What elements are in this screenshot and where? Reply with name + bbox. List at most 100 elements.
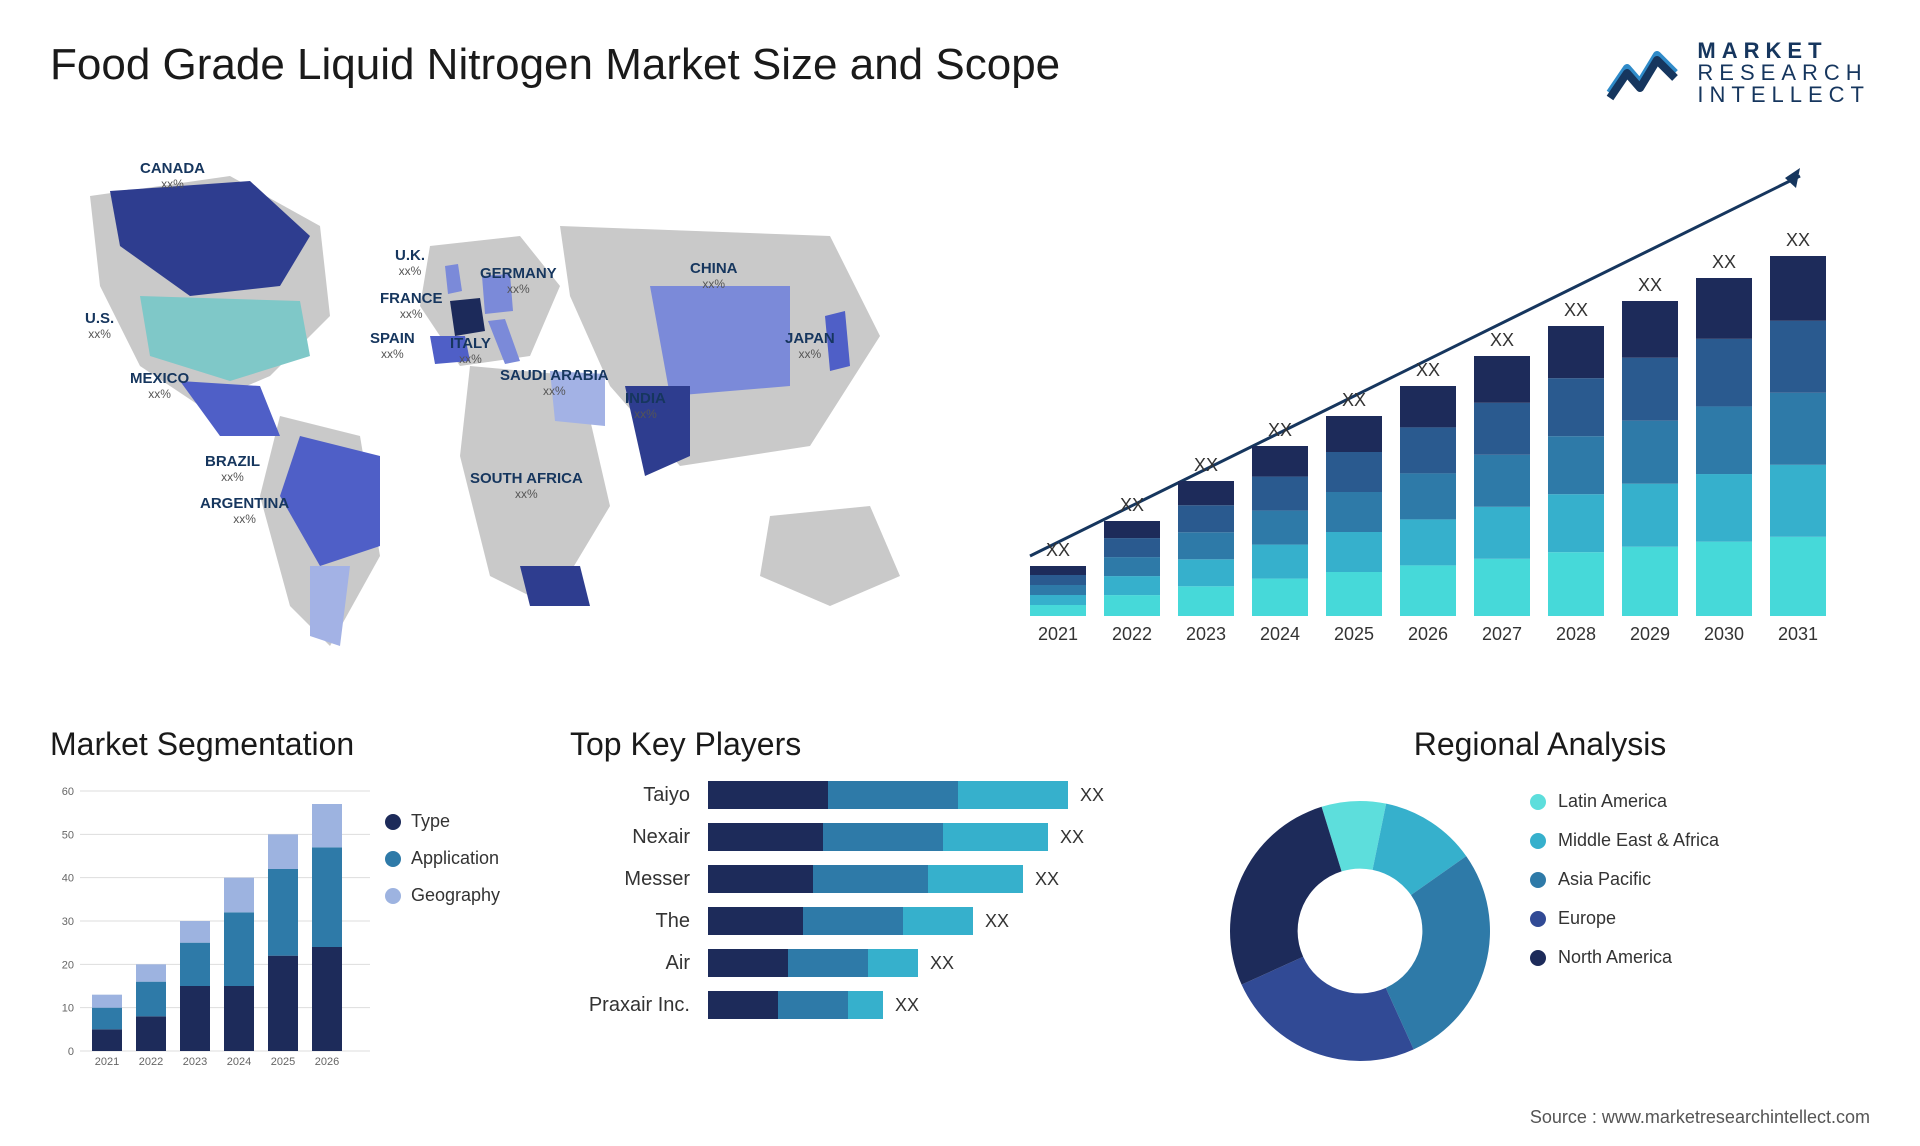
key-player-bar — [708, 823, 1048, 851]
svg-text:2030: 2030 — [1704, 624, 1744, 644]
market-size-svg: XX 2021 XX 2022 XX 2023 XX 2024 XX 2025 XX 2026 XX 20… — [990, 136, 1870, 676]
regional-title: Regional Analysis — [1210, 726, 1870, 763]
key-player-row: Nexair XX — [570, 823, 1170, 851]
svg-text:2024: 2024 — [1260, 624, 1300, 644]
svg-text:2026: 2026 — [1408, 624, 1448, 644]
svg-text:0: 0 — [68, 1046, 74, 1058]
page-title: Food Grade Liquid Nitrogen Market Size a… — [50, 40, 1060, 90]
regional-section: Regional Analysis Latin America Middle Ea… — [1210, 726, 1870, 1081]
map-label: INDIAxx% — [625, 391, 666, 421]
svg-text:2021: 2021 — [1038, 624, 1078, 644]
map-label: GERMANYxx% — [480, 266, 557, 296]
logo-line3: INTELLECT — [1697, 84, 1870, 106]
map-label: ARGENTINAxx% — [200, 496, 289, 526]
key-player-bar — [708, 781, 1068, 809]
segmentation-chart: 0102030405060202120222023202420252026 — [50, 781, 370, 1071]
svg-text:2027: 2027 — [1482, 624, 1522, 644]
map-label: U.K.xx% — [395, 248, 425, 278]
legend-item: Type — [385, 811, 500, 832]
svg-text:40: 40 — [62, 873, 74, 885]
key-player-row: Air XX — [570, 949, 1170, 977]
key-players-chart: TaiyoXXNexairXXMesserXXTheXXAirXXPraxair… — [570, 781, 1170, 1019]
map-label: SAUDI ARABIAxx% — [500, 368, 609, 398]
map-label: MEXICOxx% — [130, 371, 189, 401]
svg-text:XX: XX — [1564, 300, 1588, 320]
segmentation-section: Market Segmentation 01020304050602021202… — [50, 726, 530, 1081]
svg-text:XX: XX — [1490, 330, 1514, 350]
source-line: Source : www.marketresearchintellect.com — [1530, 1107, 1870, 1128]
svg-text:XX: XX — [1194, 455, 1218, 475]
svg-text:2022: 2022 — [139, 1056, 163, 1068]
map-label: JAPANxx% — [785, 331, 835, 361]
key-player-label: The — [570, 910, 690, 933]
svg-text:2025: 2025 — [271, 1056, 295, 1068]
legend-item: Geography — [385, 885, 500, 906]
key-player-value: XX — [930, 953, 954, 974]
svg-text:60: 60 — [62, 786, 74, 798]
legend-item: Latin America — [1530, 791, 1719, 812]
regional-legend: Latin America Middle East & Africa Asia Pa… — [1530, 781, 1719, 968]
map-label: U.S.xx% — [85, 311, 114, 341]
key-player-row: Praxair Inc. XX — [570, 991, 1170, 1019]
map-label: SPAINxx% — [370, 331, 415, 361]
svg-text:2024: 2024 — [227, 1056, 251, 1068]
key-player-value: XX — [985, 911, 1009, 932]
key-player-label: Air — [570, 952, 690, 975]
svg-text:2023: 2023 — [183, 1056, 207, 1068]
svg-text:2023: 2023 — [1186, 624, 1226, 644]
legend-item: Europe — [1530, 908, 1719, 929]
key-player-label: Messer — [570, 868, 690, 891]
svg-text:2028: 2028 — [1556, 624, 1596, 644]
key-player-bar — [708, 991, 883, 1019]
key-player-row: The XX — [570, 907, 1170, 935]
legend-item: Application — [385, 848, 500, 869]
key-player-value: XX — [1080, 785, 1104, 806]
legend-item: Middle East & Africa — [1530, 830, 1719, 851]
key-player-bar — [708, 865, 1023, 893]
key-player-value: XX — [1060, 827, 1084, 848]
key-player-row: MesserXX — [570, 865, 1170, 893]
svg-text:XX: XX — [1638, 275, 1662, 295]
map-svg — [50, 136, 950, 676]
svg-text:XX: XX — [1712, 252, 1736, 272]
world-map: CANADAxx%U.S.xx%MEXICOxx%BRAZILxx%ARGENT… — [50, 136, 950, 676]
logo-line1: MARKET — [1697, 40, 1870, 62]
map-label: SOUTH AFRICAxx% — [470, 471, 583, 501]
svg-text:XX: XX — [1120, 495, 1144, 515]
key-player-label: Praxair Inc. — [570, 994, 690, 1017]
logo-text: MARKET RESEARCH INTELLECT — [1697, 40, 1870, 106]
map-label: ITALYxx% — [450, 336, 491, 366]
key-player-bar — [708, 949, 918, 977]
regional-donut — [1210, 781, 1510, 1081]
key-players-title: Top Key Players — [570, 726, 1170, 763]
logo-line2: RESEARCH — [1697, 62, 1870, 84]
map-label: FRANCExx% — [380, 291, 443, 321]
svg-text:2022: 2022 — [1112, 624, 1152, 644]
svg-text:2025: 2025 — [1334, 624, 1374, 644]
legend-item: Asia Pacific — [1530, 869, 1719, 890]
top-row: CANADAxx%U.S.xx%MEXICOxx%BRAZILxx%ARGENT… — [50, 136, 1870, 676]
svg-text:XX: XX — [1786, 230, 1810, 250]
svg-text:30: 30 — [62, 916, 74, 928]
svg-text:10: 10 — [62, 1003, 74, 1015]
svg-text:50: 50 — [62, 829, 74, 841]
svg-text:XX: XX — [1342, 390, 1366, 410]
logo-icon — [1605, 43, 1685, 103]
map-label: BRAZILxx% — [205, 454, 260, 484]
svg-text:2026: 2026 — [315, 1056, 339, 1068]
key-player-row: Taiyo XX — [570, 781, 1170, 809]
key-player-bar — [708, 907, 973, 935]
market-size-chart: XX 2021 XX 2022 XX 2023 XX 2024 XX 2025 XX 2026 XX 20… — [990, 136, 1870, 676]
header: Food Grade Liquid Nitrogen Market Size a… — [50, 40, 1870, 106]
svg-text:2029: 2029 — [1630, 624, 1670, 644]
svg-text:20: 20 — [62, 959, 74, 971]
bottom-row: Market Segmentation 01020304050602021202… — [50, 726, 1870, 1081]
key-players-section: Top Key Players TaiyoXXNexairXXMesserXXT… — [570, 726, 1170, 1081]
segmentation-legend: Type Application Geography — [385, 781, 500, 906]
key-player-label: Taiyo — [570, 784, 690, 807]
svg-text:XX: XX — [1268, 420, 1292, 440]
map-label: CHINAxx% — [690, 261, 738, 291]
segmentation-title: Market Segmentation — [50, 726, 530, 763]
key-player-value: XX — [895, 995, 919, 1016]
key-player-label: Nexair — [570, 826, 690, 849]
